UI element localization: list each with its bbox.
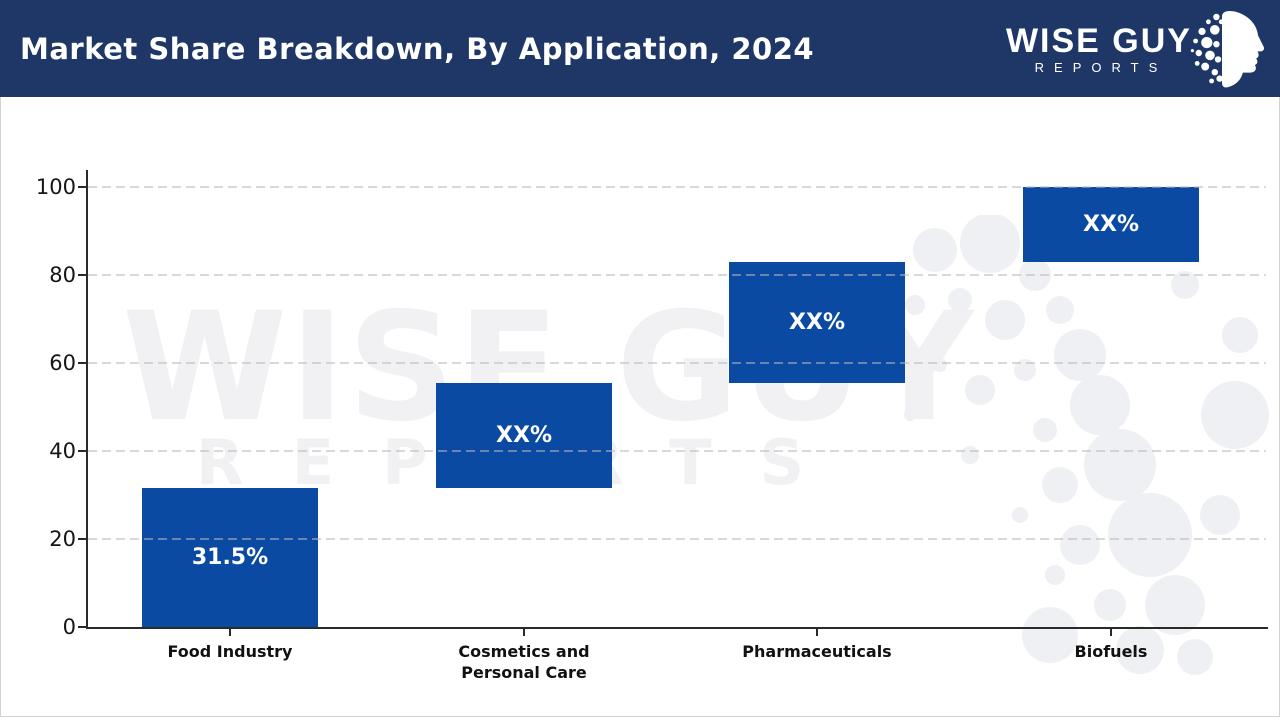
bar-value-label: XX% <box>1083 211 1139 237</box>
y-tick-label: 60 <box>49 351 76 375</box>
x-tick-mark <box>523 629 525 636</box>
gridline-60 <box>88 362 1266 364</box>
gridline-80 <box>88 274 1266 276</box>
brand-logo-text: WISE GUY REPORTS <box>1006 23 1192 76</box>
bar-value-label: XX% <box>789 309 845 335</box>
category-label: Cosmetics and Personal Care <box>458 642 590 682</box>
y-tick-label: 100 <box>35 175 76 199</box>
bar-cosmetics-and-personal-care: XX% <box>436 382 612 489</box>
y-tick-mark <box>78 362 86 364</box>
x-tick-mark <box>816 629 818 636</box>
y-tick-label: 20 <box>49 527 76 551</box>
y-tick-label: 80 <box>49 263 76 287</box>
bar-biofuels: XX% <box>1023 187 1199 262</box>
bar-value-label: 31.5% <box>191 545 269 571</box>
category-label: Biofuels <box>1074 642 1148 661</box>
category-label: Pharmaceuticals <box>742 642 892 661</box>
bar-food-industry: 31.5% <box>142 488 318 627</box>
page-title: Market Share Breakdown, By Application, … <box>20 31 815 66</box>
gridline-100 <box>88 186 1266 188</box>
bar-pharmaceuticals: XX% <box>729 261 905 383</box>
y-tick-label: 0 <box>62 615 76 639</box>
brand-subtitle: REPORTS <box>1034 59 1168 75</box>
face-profile-icon <box>1190 10 1265 88</box>
y-tick-mark <box>78 450 86 452</box>
x-axis-line <box>86 627 1268 629</box>
brand-name: WISE GUY <box>1005 21 1192 60</box>
y-axis-line <box>86 170 88 629</box>
y-tick-label: 40 <box>49 439 76 463</box>
gridline-40 <box>88 450 1266 452</box>
header-bar: Market Share Breakdown, By Application, … <box>0 0 1280 97</box>
x-tick-mark <box>1110 629 1112 636</box>
y-tick-mark <box>78 186 86 188</box>
gridline-20 <box>88 538 1266 540</box>
category-label: Food Industry <box>167 642 293 661</box>
y-tick-mark <box>78 274 86 276</box>
y-tick-mark <box>78 626 86 628</box>
x-tick-mark <box>229 629 231 636</box>
y-tick-mark <box>78 538 86 540</box>
bar-value-label: XX% <box>496 423 552 449</box>
brand-logo: WISE GUY REPORTS <box>1006 8 1266 90</box>
watermark-dots-face <box>904 215 1269 675</box>
